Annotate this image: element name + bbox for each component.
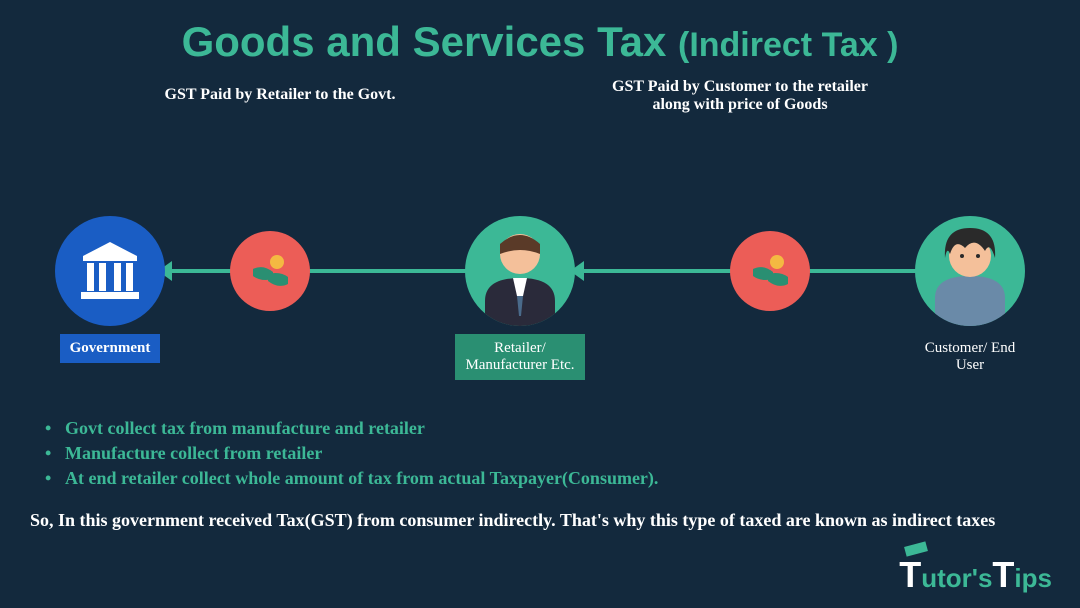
conclusion-text: So, In this government received Tax(GST)… — [30, 510, 1030, 531]
logo-t2: T — [992, 554, 1014, 595]
node-government: Government — [55, 216, 165, 363]
main-title: Goods and Services Tax (Indirect Tax ) — [0, 0, 1080, 66]
bullet-list: Govt collect tax from manufacture and re… — [45, 418, 658, 493]
node-coin2 — [730, 231, 810, 311]
retailer-label: Retailer/ Manufacturer Etc. — [455, 334, 585, 380]
customer-label: Customer/ End User — [910, 334, 1030, 380]
tutors-tips-logo: Tutor'sTips — [899, 554, 1052, 596]
logo-t1: T — [899, 554, 921, 595]
bullet-2: Manufacture collect from retailer — [45, 443, 658, 464]
arrow-retailer-to-govt — [170, 269, 470, 273]
node-customer: Customer/ End User — [910, 216, 1030, 380]
coin-exchange-icon-2 — [730, 231, 810, 311]
node-coin1 — [230, 231, 310, 311]
logo-mid2: ips — [1014, 563, 1052, 593]
customer-icon — [915, 216, 1025, 326]
government-label: Government — [60, 334, 161, 363]
bullet-3: At end retailer collect whole amount of … — [45, 468, 658, 489]
retailer-icon — [465, 216, 575, 326]
caption-customer-to-retailer: GST Paid by Customer to the retailer alo… — [610, 78, 870, 114]
title-main: Goods and Services Tax — [182, 18, 678, 65]
bullet-1: Govt collect tax from manufacture and re… — [45, 418, 658, 439]
flow-diagram: GST Paid by Retailer to the Govt. GST Pa… — [0, 86, 1080, 366]
coin-exchange-icon-1 — [230, 231, 310, 311]
government-icon — [55, 216, 165, 326]
logo-mid1: utor's — [921, 563, 992, 593]
caption-retailer-to-govt: GST Paid by Retailer to the Govt. — [150, 86, 410, 104]
title-sub: (Indirect Tax ) — [678, 26, 898, 64]
node-retailer: Retailer/ Manufacturer Etc. — [455, 216, 585, 380]
